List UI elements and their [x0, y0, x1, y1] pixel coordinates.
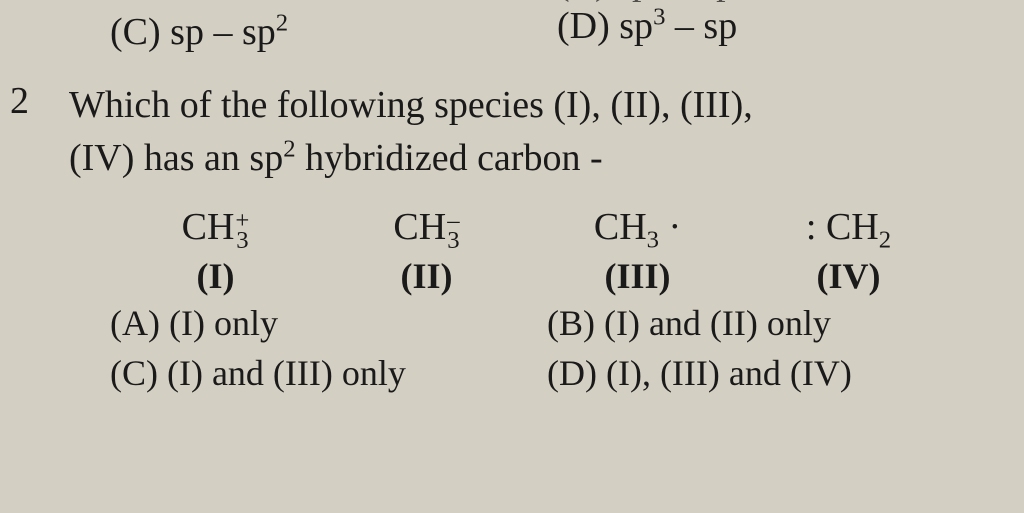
question-line2b: hybridized carbon - [296, 137, 603, 179]
species-3-sub: 3 [647, 227, 659, 254]
previous-question-options: (C) sp – sp2 (B) sp2 – sp3 (D) sp3 – sp [30, 10, 994, 54]
answer-a: (A) (I) only [110, 302, 527, 344]
roman-2: (II) [321, 255, 532, 297]
question-row: 2 Which of the following species (I), (I… [30, 79, 994, 185]
roman-3: (III) [532, 255, 743, 297]
roman-row: (I) (II) (III) (IV) [30, 255, 994, 297]
option-d-sp1: sp [619, 5, 653, 47]
species-1-sub: 3 [235, 231, 249, 251]
option-b-sp1: sp [617, 0, 651, 3]
species-row: CH+3 CH–3 CH3 · : CH2 [30, 205, 994, 250]
species-4-sub: 2 [879, 227, 891, 254]
option-c: (C) sp – sp2 [110, 10, 497, 54]
question-text: Which of the following species (I), (II)… [69, 79, 994, 185]
option-c-dash: – [204, 11, 242, 53]
option-b-partial: (B) sp2 – sp3 [557, 0, 944, 4]
question-line2-sup: 2 [283, 136, 295, 163]
option-d-sup1: 3 [653, 3, 665, 30]
answer-d: (D) (I), (III) and (IV) [547, 352, 964, 394]
option-d-dash: – [665, 5, 703, 47]
species-3-base: CH [594, 206, 647, 248]
species-3-dot: · [659, 206, 681, 248]
species-3: CH3 · [532, 205, 743, 250]
option-c-sp2: sp [242, 11, 276, 53]
species-2-base: CH [393, 206, 446, 248]
species-4-base: CH [826, 206, 879, 248]
option-d: (D) sp3 – sp [557, 4, 944, 48]
species-2-sub: 3 [447, 231, 459, 251]
answer-c: (C) (I) and (III) only [110, 352, 527, 394]
answer-b: (B) (I) and (II) only [547, 302, 964, 344]
option-b-dash: – [663, 0, 701, 3]
answer-options: (A) (I) only (B) (I) and (II) only (C) (… [30, 297, 994, 394]
roman-4: (IV) [743, 255, 954, 297]
option-d-sp2: sp [703, 5, 737, 47]
species-4-prefix: : [806, 206, 826, 248]
option-b-label: (B) [557, 0, 608, 3]
species-4: : CH2 [743, 205, 954, 250]
option-bd-column: (B) sp2 – sp3 (D) sp3 – sp [497, 10, 944, 54]
option-d-label: (D) [557, 5, 610, 47]
roman-1: (I) [110, 255, 321, 297]
species-1-base: CH [182, 206, 235, 248]
option-c-sup2: 2 [276, 9, 288, 36]
option-c-sp1: sp [170, 11, 204, 53]
option-c-label: (C) [110, 11, 161, 53]
question-line2a: (IV) has an sp [69, 137, 283, 179]
option-b-sp2: sp [701, 0, 735, 3]
species-1: CH+3 [110, 205, 321, 250]
question-line1: Which of the following species (I), (II)… [69, 84, 753, 126]
species-2: CH–3 [321, 205, 532, 250]
question-number: 2 [10, 79, 29, 123]
